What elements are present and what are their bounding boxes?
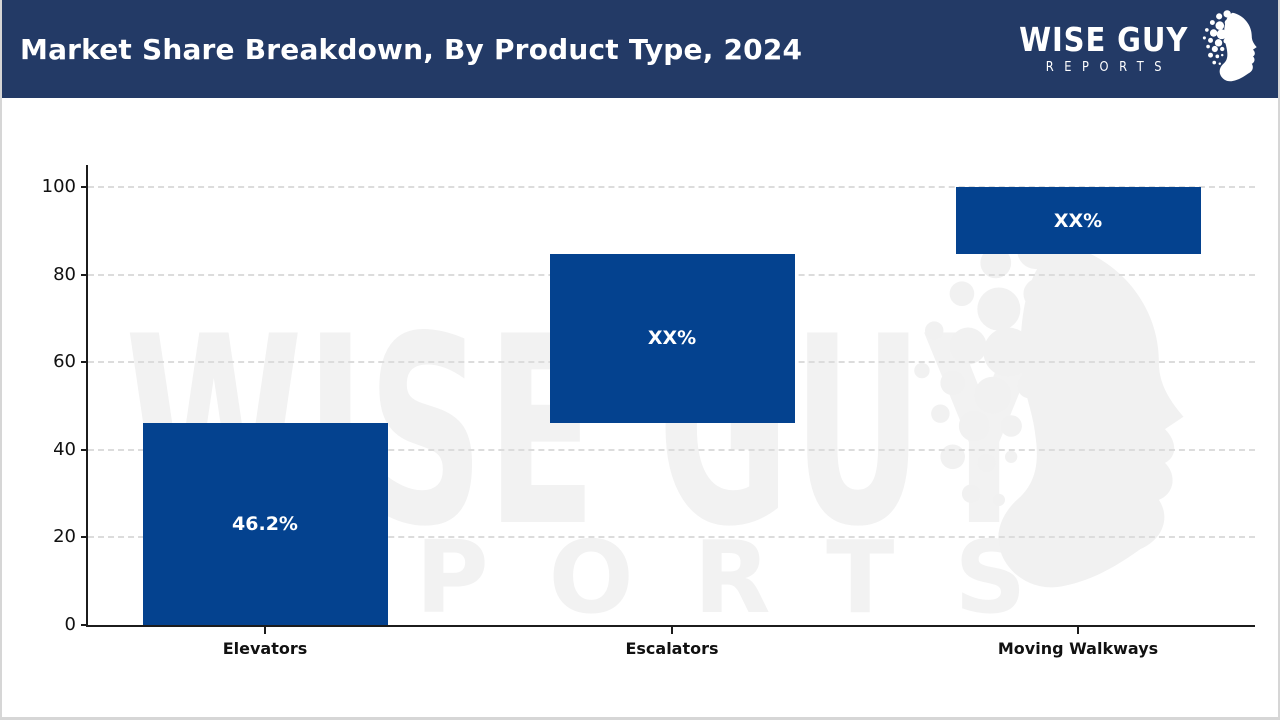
x-tick-moving-walkways bbox=[1077, 627, 1079, 634]
bar-moving-walkways bbox=[955, 187, 1201, 254]
bar-value-label-escalators: XX% bbox=[647, 327, 697, 350]
y-tick-60 bbox=[81, 361, 88, 364]
page-title: Market Share Breakdown, By Product Type,… bbox=[20, 32, 803, 66]
y-tick-40 bbox=[81, 448, 88, 451]
x-axis-label-elevators: Elevators bbox=[222, 639, 308, 658]
chart-area: WISE GUY REPORTS 0 20 40 60 80 100 46.2% Elevat… bbox=[0, 98, 1280, 720]
gridline-40 bbox=[88, 448, 1255, 451]
y-tick-0 bbox=[81, 624, 88, 626]
x-axis-line bbox=[86, 625, 1255, 627]
y-axis-line bbox=[86, 165, 88, 627]
logo-subtitle: REPORTS bbox=[1045, 60, 1172, 75]
gridline-20 bbox=[88, 536, 1255, 539]
gridline-100 bbox=[88, 186, 1255, 188]
y-tick-80 bbox=[81, 273, 88, 276]
y-tick-label-100: 100 bbox=[41, 176, 76, 197]
y-tick-label-80: 80 bbox=[53, 263, 76, 285]
y-tick-20 bbox=[81, 536, 88, 539]
x-tick-escalators bbox=[671, 627, 673, 634]
header-bar: Market Share Breakdown, By Product Type,… bbox=[0, 0, 1280, 98]
wise-guy-reports-logo: WISE GUY REPORTS bbox=[996, 9, 1266, 89]
logo-wordmark: WISE GUY bbox=[1018, 20, 1188, 59]
y-tick-label-0: 0 bbox=[64, 614, 76, 635]
y-tick-100 bbox=[81, 186, 88, 188]
x-axis-label-escalators: Escalators bbox=[625, 639, 719, 658]
x-axis-label-moving-walkways: Moving Walkways bbox=[997, 639, 1159, 658]
plot: 0 20 40 60 80 100 46.2% Elevators XX% Escalators X… bbox=[0, 98, 1280, 720]
bar-escalators bbox=[549, 254, 795, 423]
logo-face-icon bbox=[1202, 10, 1257, 82]
bar-value-label-elevators: 46.2% bbox=[232, 512, 298, 535]
y-tick-label-20: 20 bbox=[53, 526, 76, 548]
logo-text: WISE GUY REPORTS bbox=[1019, 23, 1188, 75]
y-tick-label-40: 40 bbox=[53, 438, 76, 460]
y-tick-label-60: 60 bbox=[53, 351, 76, 373]
x-tick-elevators bbox=[264, 627, 266, 634]
bar-elevators bbox=[142, 422, 388, 625]
bar-value-label-moving-walkways: XX% bbox=[1053, 209, 1103, 232]
